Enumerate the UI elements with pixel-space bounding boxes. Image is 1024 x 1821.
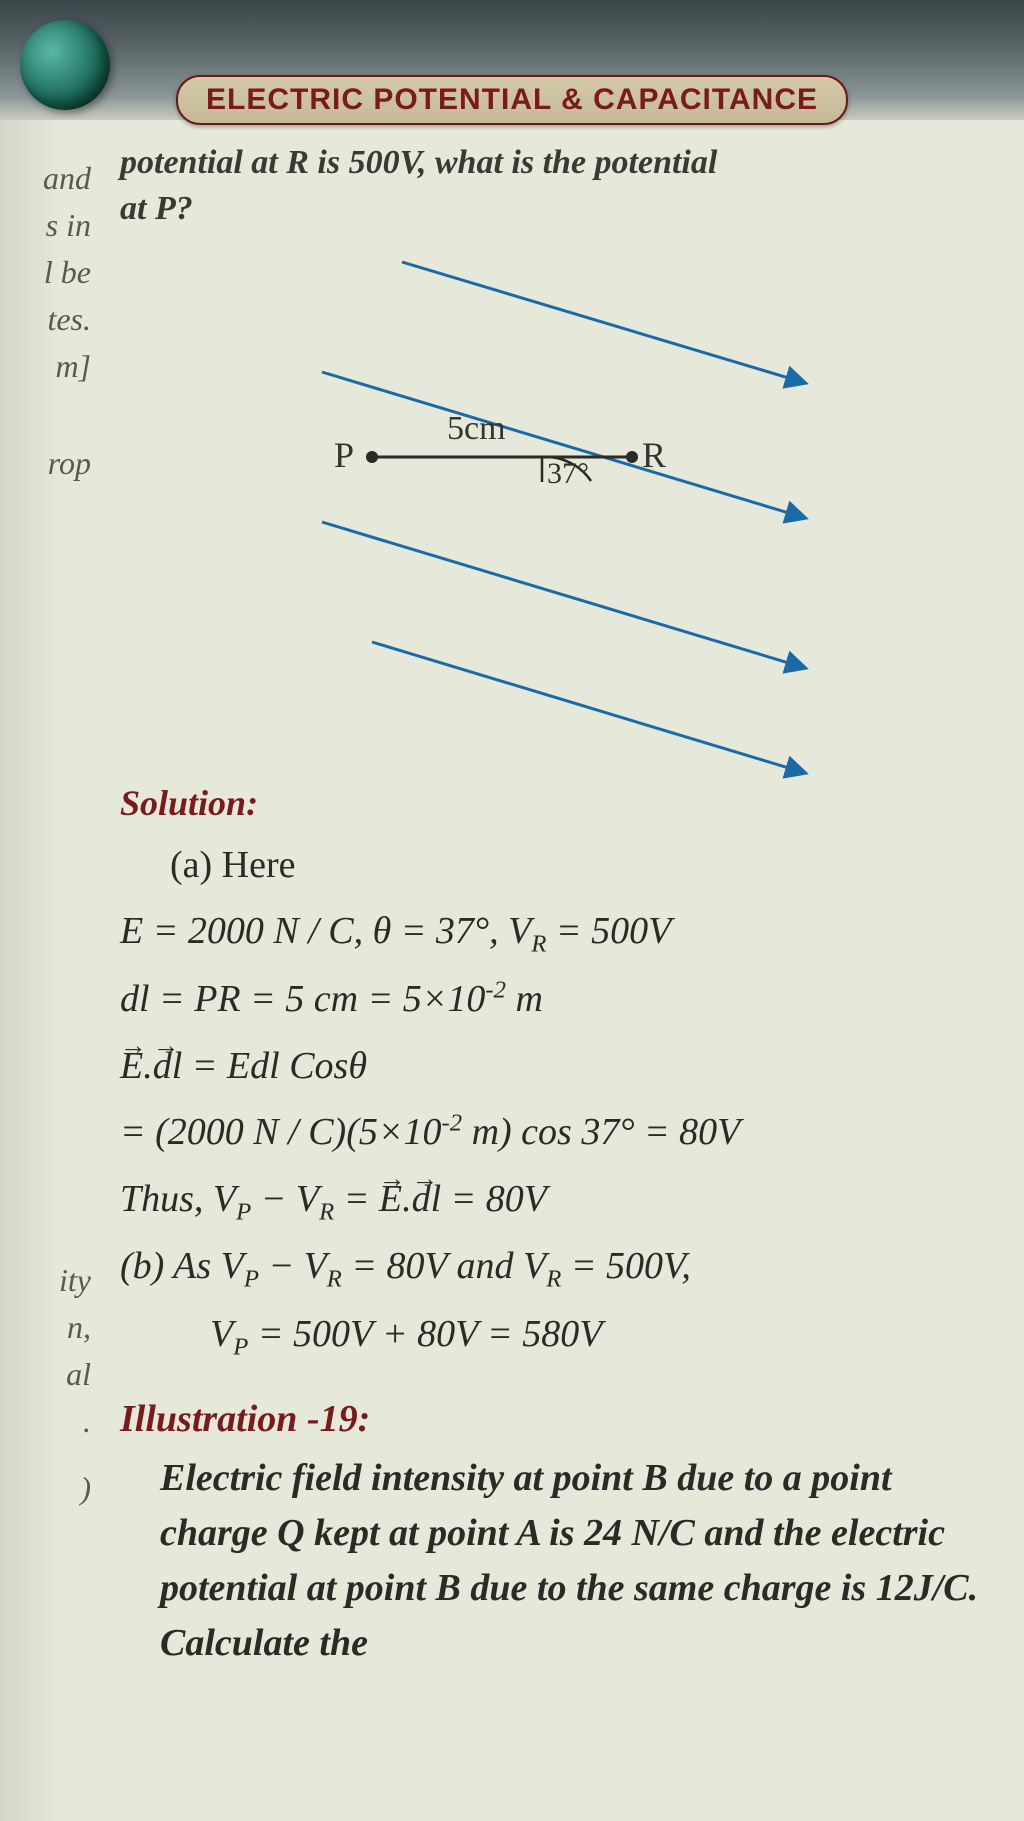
eq-text: = (2000 N / C)(5×10 (120, 1111, 442, 1153)
margin-word: tes. (4, 301, 91, 338)
superscript: -2 (485, 976, 506, 1003)
left-margin-cut-text: and s in l be tes. m] rop ity n, al . ) (0, 0, 95, 1821)
chapter-title-band: ELECTRIC POTENTIAL & CAPACITANCE (176, 75, 848, 125)
solution-a-label: (a) Here (120, 832, 984, 899)
margin-word: . (4, 1403, 91, 1440)
eq-text: = 500V, (561, 1245, 690, 1287)
eq-thus: Thus, VP − VR = E.dl = 80V (120, 1166, 984, 1234)
margin-word: al (4, 1356, 91, 1393)
eq-text: − V (251, 1178, 319, 1220)
eq-text: m (506, 978, 543, 1020)
eq-Edl-dot: E.dl = Edl Cosθ (120, 1033, 984, 1100)
margin-word: rop (4, 445, 91, 482)
angle-label: 37° (547, 457, 589, 491)
eq-text: = 500V + 80V = 580V (248, 1313, 602, 1355)
illustration-heading: Illustration -19: (120, 1397, 984, 1441)
margin-word: ity (4, 1262, 91, 1299)
solution-body: (a) Here E = 2000 N / C, θ = 37°, VR = 5… (120, 832, 984, 1369)
eq-E: E = 2000 N / C, θ = 37°, VR = 500V (120, 898, 984, 966)
margin-word: and (4, 160, 91, 197)
superscript: -2 (442, 1109, 463, 1136)
point-label-P: P (334, 434, 354, 476)
subscript: P (233, 1334, 248, 1361)
margin-word: n, (4, 1309, 91, 1346)
subscript: P (236, 1198, 251, 1225)
eq-text: = 500V (546, 910, 671, 952)
point-label-R: R (642, 434, 666, 476)
solution-b: (b) As VP − VR = 80V and VR = 500V, (120, 1233, 984, 1301)
eq-text: dl = PR = 5 cm = 5×10 (120, 978, 485, 1020)
solution-heading: Solution: (120, 782, 984, 824)
eq-text: = 80V and V (342, 1245, 546, 1287)
eq-text: − V (259, 1245, 327, 1287)
subscript: R (327, 1266, 342, 1293)
subscript: R (531, 931, 546, 958)
field-lines-diagram: P R 5cm 37° (242, 252, 862, 772)
margin-word: s in (4, 207, 91, 244)
question-line: potential at R is 500V, what is the pote… (120, 144, 717, 181)
eq-text: m) cos 37° = 80V (462, 1111, 740, 1153)
eq-dl: dl = PR = 5 cm = 5×10-2 m (120, 966, 984, 1033)
subscript: R (319, 1198, 334, 1225)
eq-text: E = 2000 N / C, θ = 37°, V (120, 910, 531, 952)
subscript: P (244, 1266, 259, 1293)
eq-text: = 80V (441, 1178, 547, 1220)
question-line: at P? (120, 190, 193, 227)
distance-label: 5cm (447, 410, 506, 448)
eq-text: V (210, 1313, 233, 1355)
eq-text: = (334, 1178, 379, 1220)
margin-word: ) (4, 1470, 91, 1507)
page-content: potential at R is 500V, what is the pote… (120, 140, 984, 1671)
eq-text: Thus, V (120, 1178, 236, 1220)
chapter-title: ELECTRIC POTENTIAL & CAPACITANCE (206, 83, 818, 116)
subscript: R (546, 1266, 561, 1293)
eq-vp-final: VP = 500V + 80V = 580V (120, 1301, 984, 1369)
margin-word: l be (4, 254, 91, 291)
eq-calc: = (2000 N / C)(5×10-2 m) cos 37° = 80V (120, 1099, 984, 1166)
illustration-body: Electric field intensity at point B due … (120, 1451, 984, 1671)
question-text: potential at R is 500V, what is the pote… (120, 140, 984, 232)
margin-word: m] (4, 348, 91, 385)
eq-text: (b) As V (120, 1245, 244, 1287)
eq-text: = Edl Cosθ (182, 1045, 367, 1087)
